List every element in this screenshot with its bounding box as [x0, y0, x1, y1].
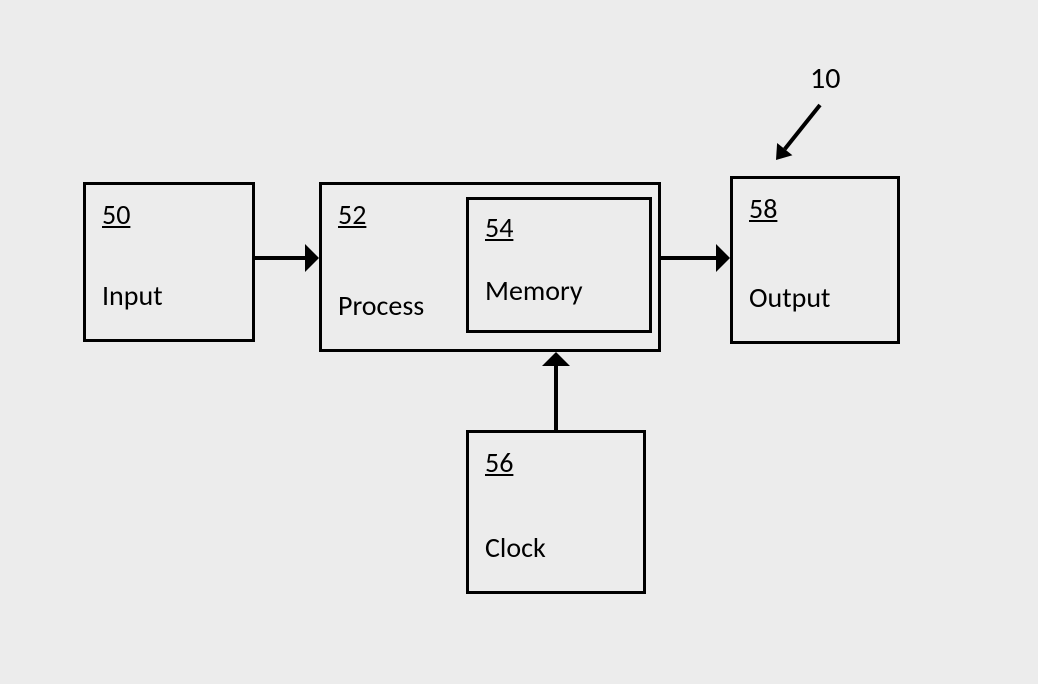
- arrowhead-clock-to-process: [542, 352, 570, 366]
- node-process-label: Process: [338, 288, 424, 323]
- node-clock-label: Clock: [485, 530, 546, 565]
- node-input: 50 Input: [83, 182, 255, 342]
- node-memory: 54 Memory: [466, 197, 652, 333]
- edge-process-to-output: [661, 256, 716, 260]
- node-clock-ref: 56: [485, 445, 513, 480]
- node-output-ref: 58: [749, 191, 777, 226]
- edge-clock-to-process: [554, 366, 558, 430]
- node-memory-ref: 54: [485, 210, 513, 245]
- diagram-stage: 50 Input 52 Process 54 Memory 56 Clock 5…: [0, 0, 1038, 684]
- node-input-label: Input: [102, 278, 163, 313]
- node-output: 58 Output: [730, 176, 900, 344]
- edge-input-to-process: [255, 256, 305, 260]
- arrowhead-process-to-output: [716, 244, 730, 272]
- node-input-ref: 50: [102, 197, 130, 232]
- node-output-label: Output: [749, 280, 830, 315]
- arrowhead-input-to-process: [305, 244, 319, 272]
- callout-label: 10: [810, 60, 840, 97]
- node-process-ref: 52: [338, 197, 366, 232]
- node-memory-label: Memory: [485, 273, 583, 308]
- node-clock: 56 Clock: [466, 430, 646, 594]
